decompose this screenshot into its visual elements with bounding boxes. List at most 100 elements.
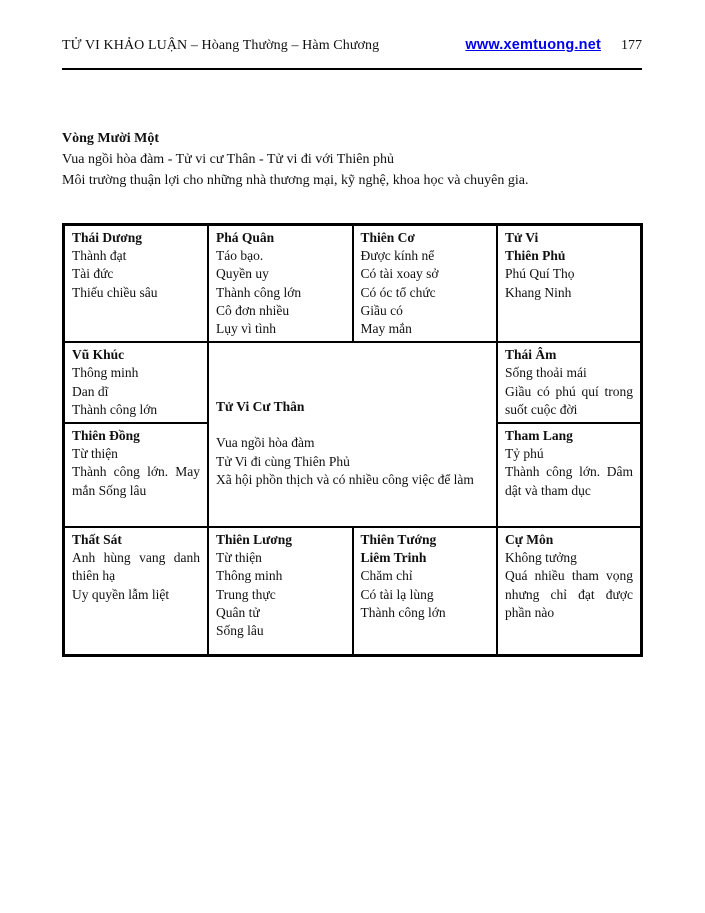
cell-lines: Thông minh Dan dĩ Thành công lớn bbox=[72, 364, 200, 419]
cell-text-line: Chăm chỉ bbox=[360, 568, 413, 584]
header-title: TỬ VI KHẢO LUẬN – Hòang Thường – Hàm Chư… bbox=[62, 38, 380, 53]
cell-text-line: Thành công lớn. May mắn Sống lâu bbox=[72, 464, 200, 498]
intro-section: Vòng Mười Một Vua ngồi hòa đàm - Tử vi c… bbox=[62, 128, 643, 191]
cell-lines: Không tưởng Quá nhiều tham vọng nhưng chỉ… bbox=[505, 549, 633, 622]
section-heading: Vòng Mười Một bbox=[62, 131, 160, 146]
cell-text-line: Anh hùng vang danh thiên hạ bbox=[72, 550, 200, 584]
cell-text-line: Dan dĩ bbox=[72, 383, 109, 399]
cell-text-line: Thông minh bbox=[216, 568, 283, 584]
cell-tu-vi-thien-phu: Tử Vi Thiên Phủ Phú Quí Thọ Khang Ninh bbox=[496, 223, 643, 344]
cell-titles: Thiên Đồng bbox=[72, 427, 200, 445]
cell-text-line: Quyền uy bbox=[216, 266, 269, 282]
cell-title-line: Thiên Phủ bbox=[505, 248, 566, 264]
cell-thai-duong: Thái Dương Thành đạt Tài đức Thiếu chiều s… bbox=[62, 223, 209, 344]
cell-title-line: Liêm Trinh bbox=[360, 550, 427, 566]
cell-thien-luong: Thiên Lương Từ thiện Thông minh Trung thực… bbox=[207, 526, 354, 657]
cell-text-line: Phú Quí Thọ bbox=[505, 266, 575, 282]
cell-titles: Thất Sát bbox=[72, 531, 200, 549]
cell-title-line: Thiên Lương bbox=[216, 532, 292, 548]
cell-text-line: Tỷ phú bbox=[505, 446, 544, 462]
cell-tu-vi-cu-than: Tử Vi Cư Thân Vua ngồi hòa đàm Tử Vi đi c… bbox=[207, 341, 498, 529]
cell-text-line: Tử Vi đi cùng Thiên Phủ bbox=[216, 453, 350, 469]
cell-pha-quan: Phá Quân Táo bạo. Quyền uy Thành công lớn C… bbox=[207, 223, 354, 344]
cell-thien-dong: Thiên Đồng Từ thiện Thành công lớn. May m… bbox=[62, 422, 209, 529]
cell-titles: Thiên Cơ bbox=[361, 229, 490, 247]
cell-text-line: Tài đức bbox=[72, 266, 114, 282]
cell-titles: Thiên Lương bbox=[216, 531, 345, 549]
cell-title-line: Tử Vi Cư Thân bbox=[216, 399, 305, 415]
website-link[interactable]: www.xemtuong.net bbox=[465, 37, 601, 53]
cell-text-line: Có óc tổ chức bbox=[360, 284, 436, 300]
cell-text-line: Trung thực bbox=[216, 586, 276, 602]
header-right: www.xemtuong.net 177 bbox=[465, 37, 642, 54]
cell-title-line: Thiên Đồng bbox=[72, 428, 140, 444]
cell-text-line: Thiếu chiều sâu bbox=[72, 284, 158, 300]
cell-title-line: Vũ Khúc bbox=[72, 347, 125, 363]
cell-text-line: Giầu có phú quí trong suốt cuộc đời bbox=[505, 383, 633, 417]
cell-text-line: Thành công lớn bbox=[360, 604, 446, 620]
cell-lines: Tỷ phú Thành công lớn. Dâm dật và tham dụ… bbox=[505, 445, 633, 500]
cell-lines: Từ thiện Thông minh Trung thực Quân tử Sống … bbox=[216, 549, 345, 640]
cell-title-line: Thiên Cơ bbox=[360, 230, 415, 245]
tuvi-chart-table: Thái Dương Thành đạt Tài đức Thiếu chiều s… bbox=[62, 223, 643, 657]
cell-lines: Vua ngồi hòa đàm Tử Vi đi cùng Thiên Phủ X… bbox=[216, 434, 489, 489]
cell-text-line: Giầu có bbox=[360, 302, 403, 318]
cell-text-line: Quân tử bbox=[216, 604, 260, 620]
cell-text-line: Thông minh bbox=[72, 365, 139, 381]
cell-title-line: Tham Lang bbox=[505, 428, 573, 444]
page-number: 177 bbox=[621, 38, 642, 53]
cell-text-line: Được kính nể bbox=[360, 248, 435, 264]
cell-thien-co: Thiên Cơ Được kính nể Có tài xoay sở Có óc… bbox=[351, 223, 498, 344]
cell-lines: Từ thiện Thành công lớn. May mắn Sống lâu bbox=[72, 445, 200, 500]
cell-text-line: Từ thiện bbox=[216, 550, 262, 566]
cell-text-line: Vua ngồi hòa đàm bbox=[216, 435, 315, 451]
cell-cu-mon: Cự Môn Không tưởng Quá nhiều tham vọng nh… bbox=[496, 526, 643, 657]
intro-line: Vua ngồi hòa đàm - Tử vi cư Thân - Tử vi… bbox=[62, 152, 394, 167]
cell-titles: Thiên Tướng Liêm Trinh bbox=[361, 531, 490, 567]
cell-lines: Táo bạo. Quyền uy Thành công lớn Cô đơn nhi… bbox=[216, 247, 345, 338]
cell-titles: Tử Vi Cư Thân bbox=[216, 398, 489, 416]
cell-text-line: Sống thoải mái bbox=[505, 365, 587, 381]
cell-text-line: Từ thiện bbox=[72, 446, 118, 462]
cell-lines: Phú Quí Thọ Khang Ninh bbox=[505, 265, 633, 301]
cell-text-line: Thành công lớn bbox=[216, 284, 302, 300]
cell-text-line: Xã hội phồn thịch và có nhiều công việc … bbox=[216, 471, 474, 487]
cell-text-line: Táo bạo. bbox=[216, 248, 264, 264]
cell-text-line: Sống lâu bbox=[216, 623, 264, 639]
cell-tham-lang: Tham Lang Tỷ phú Thành công lớn. Dâm dật … bbox=[496, 422, 643, 529]
cell-titles: Vũ Khúc bbox=[72, 346, 200, 364]
intro-line: Môi trường thuận lợi cho những nhà thươn… bbox=[62, 173, 529, 188]
cell-text-line: Cô đơn nhiều bbox=[216, 302, 290, 318]
cell-text-line: Thành công lớn bbox=[72, 401, 158, 417]
cell-titles: Thái Dương bbox=[72, 229, 200, 247]
cell-text-line: Có tài lạ lùng bbox=[360, 586, 434, 602]
cell-title-line: Thái Dương bbox=[72, 230, 142, 245]
cell-lines: Anh hùng vang danh thiên hạ Uy quyền lẫm … bbox=[72, 549, 200, 604]
cell-titles: Tử Vi Thiên Phủ bbox=[505, 229, 633, 265]
cell-lines: Sống thoải mái Giầu có phú quí trong suốt… bbox=[505, 364, 633, 419]
cell-text-line: Không tưởng bbox=[505, 550, 577, 566]
cell-thai-am: Thái Âm Sống thoải mái Giầu có phú quí tr… bbox=[496, 341, 643, 425]
cell-lines: Thành đạt Tài đức Thiếu chiều sâu bbox=[72, 247, 200, 302]
cell-title-line: Tử Vi bbox=[505, 230, 539, 245]
cell-text-line: Quá nhiều tham vọng nhưng chỉ đạt được p… bbox=[505, 568, 633, 620]
cell-text-line: Uy quyền lẫm liệt bbox=[72, 586, 170, 602]
cell-text-line: Thành công lớn. Dâm dật và tham dục bbox=[505, 464, 633, 498]
cell-vu-khuc: Vũ Khúc Thông minh Dan dĩ Thành công lớn bbox=[62, 341, 209, 425]
cell-title-line: Thất Sát bbox=[72, 532, 122, 548]
cell-title-line: Thiên Tướng bbox=[360, 532, 437, 548]
cell-text-line: Khang Ninh bbox=[505, 284, 572, 300]
cell-title-line: Phá Quân bbox=[216, 230, 275, 245]
cell-text-line: Có tài xoay sở bbox=[360, 266, 439, 282]
cell-text-line: Lụy vì tình bbox=[216, 321, 276, 337]
page-header: TỬ VI KHẢO LUẬN – Hòang Thường – Hàm Chư… bbox=[62, 37, 642, 54]
cell-titles: Thái Âm bbox=[505, 346, 633, 364]
cell-that-sat: Thất Sát Anh hùng vang danh thiên hạ Uy q… bbox=[62, 526, 209, 657]
cell-lines: Được kính nể Có tài xoay sở Có óc tổ chức G… bbox=[361, 247, 490, 338]
header-rule bbox=[62, 68, 642, 70]
cell-lines: Chăm chỉ Có tài lạ lùng Thành công lớn bbox=[361, 567, 490, 622]
cell-title-line: Cự Môn bbox=[505, 532, 554, 548]
cell-titles: Phá Quân bbox=[216, 229, 345, 247]
cell-title-line: Thái Âm bbox=[505, 347, 557, 363]
